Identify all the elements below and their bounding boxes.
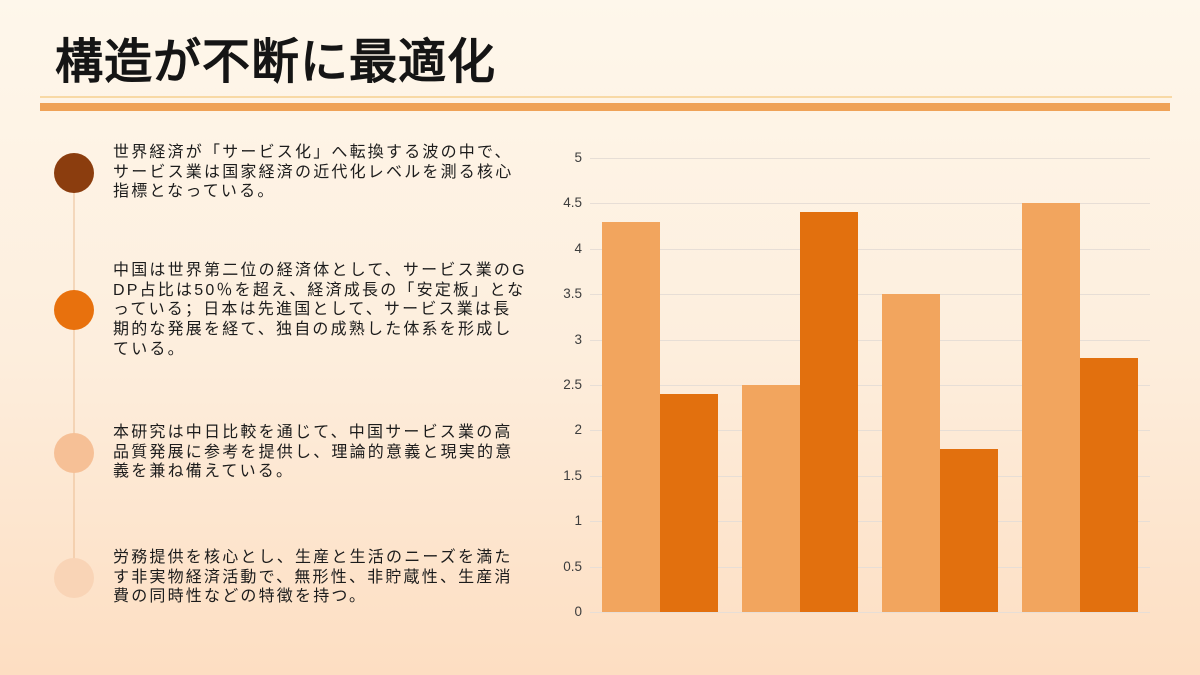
gridline-3 [590,339,1150,341]
bar-group3-series-1 [882,294,940,612]
gridline-1.5 [590,475,1150,477]
bar-group4-series-1 [1022,203,1080,612]
ytick-label-3: 3 [574,331,582,347]
bar-group4-series-2 [1080,357,1138,612]
bullet-text-2: 中国は世界第二位の経済体として、サービス業のGDP占比は50％を超え、経済成長の… [113,262,527,358]
gridline-2 [590,430,1150,432]
title-underline-thick [40,103,1170,111]
bullet-marker-4-circle-icon [54,557,94,598]
gridline-4 [590,248,1150,250]
gridline-2.5 [590,385,1150,386]
title-underline-thin [40,96,1172,98]
bullet-item-1: 世界経済が「サービス化」へ転換する波の中で、サービス業は国家経済の近代化レベルを… [54,143,532,202]
bullet-marker-1-circle-icon [54,152,94,193]
bar-group1-series-2 [660,394,718,612]
ytick-label-1: 1 [574,513,582,529]
bar-group2-series-1 [742,385,800,612]
gridline-1 [590,521,1150,523]
page-title: 構造が不断に最適化 [55,36,497,89]
ytick-label-3.5: 3.5 [563,286,582,302]
bar-group3-series-2 [940,448,998,612]
gridline-0 [590,612,1150,613]
ytick-label-0: 0 [574,604,582,619]
ytick-label-4: 4 [574,240,582,256]
bullet-marker-2-circle-icon [54,290,94,331]
gridline-3.5 [590,294,1150,296]
ytick-label-1.5: 1.5 [563,467,582,483]
bullet-item-3: 本研究は中日比較を通じて、中国サービス業の高品質発展に参考を提供し、理論的意義と… [54,423,532,482]
bullet-item-2: 中国は世界第二位の経済体として、サービス業のGDP占比は50％を超え、経済成長の… [54,261,532,359]
gridline-4.5 [590,203,1150,205]
gridline-5 [590,158,1150,159]
bullet-text-4: 労務提供を核心とし、生産と生活のニーズを満たす非実物経済活動で、無形性、非貯蔵性… [113,549,513,606]
bullet-item-4: 労務提供を核心とし、生産と生活のニーズを満たす非実物経済活動で、無形性、非貯蔵性… [54,548,532,607]
ytick-label-2: 2 [574,422,582,438]
gridline-0.5 [590,566,1150,568]
bullet-text-3: 本研究は中日比較を通じて、中国サービス業の高品質発展に参考を提供し、理論的意義と… [113,424,514,481]
ytick-label-4.5: 4.5 [563,195,582,211]
ytick-label-5: 5 [574,150,582,165]
ytick-label-2.5: 2.5 [563,377,582,392]
bullet-marker-3-circle-icon [54,432,94,473]
ytick-label-0.5: 0.5 [563,558,582,574]
bar-chart: 5 4.5 4 3.5 3 2.5 2 1.5 1 0.5 0 [538,148,1160,622]
bar-group1-series-1 [602,221,660,612]
bullet-text-1: 世界経済が「サービス化」へ転換する波の中で、サービス業は国家経済の近代化レベルを… [113,144,514,201]
bar-group2-series-2 [800,212,858,612]
bullet-timeline-connector [73,178,75,576]
